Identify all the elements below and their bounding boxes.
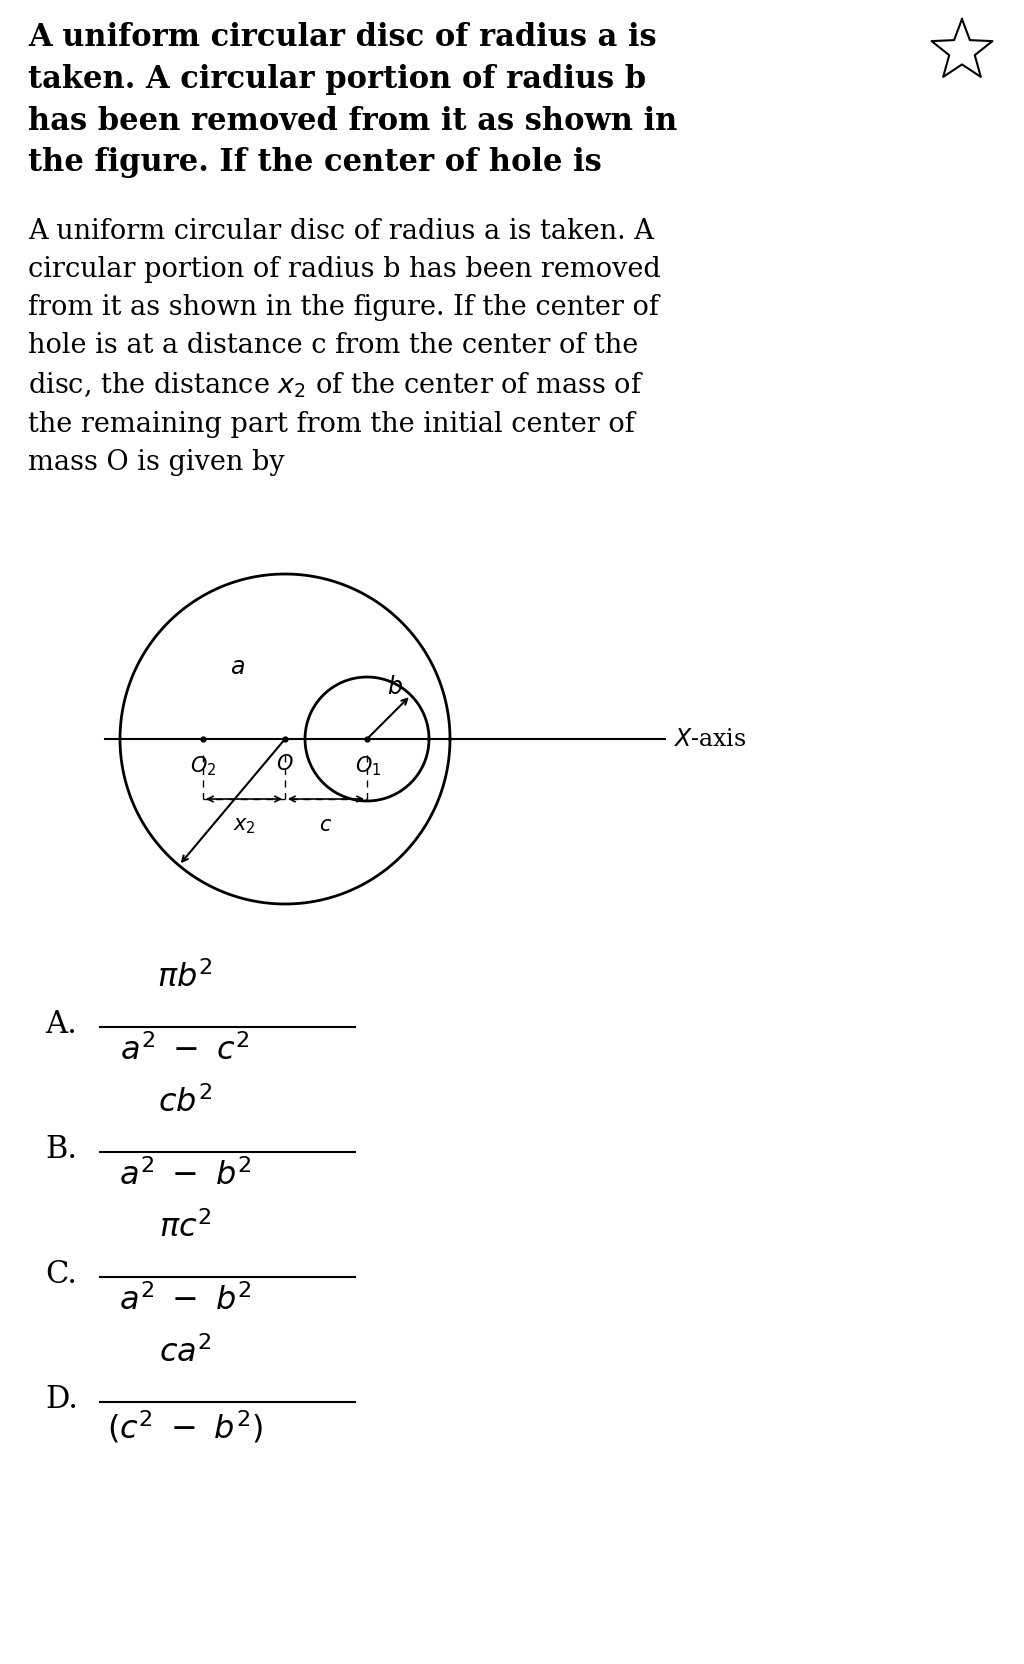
Text: $X$-axis: $X$-axis: [673, 729, 746, 750]
Text: $(c^2\ -\ b^2)$: $(c^2\ -\ b^2)$: [106, 1408, 263, 1444]
Text: $b$: $b$: [387, 676, 402, 699]
Text: $a^2\ -\ c^2$: $a^2\ -\ c^2$: [121, 1033, 250, 1067]
Text: $\pi b^2$: $\pi b^2$: [157, 960, 213, 993]
Text: $c$: $c$: [319, 815, 333, 835]
Text: $ca^2$: $ca^2$: [159, 1336, 211, 1368]
Text: $\pi c^2$: $\pi c^2$: [159, 1211, 211, 1243]
Text: A uniform circular disc of radius a is taken. A
circular portion of radius b has: A uniform circular disc of radius a is t…: [28, 218, 660, 476]
Text: C.: C.: [45, 1258, 77, 1290]
Text: $a^2\ -\ b^2$: $a^2\ -\ b^2$: [119, 1283, 252, 1316]
Text: $a$: $a$: [229, 656, 245, 679]
Text: D.: D.: [45, 1384, 78, 1414]
Text: $cb^2$: $cb^2$: [158, 1085, 212, 1118]
Text: $O_2$: $O_2$: [189, 754, 216, 777]
Text: A.: A.: [45, 1008, 77, 1040]
Text: B.: B.: [45, 1133, 77, 1165]
Text: $x_2$: $x_2$: [232, 815, 255, 835]
Text: A uniform circular disc of radius a is
taken. A circular portion of radius b
has: A uniform circular disc of radius a is t…: [28, 22, 677, 178]
Text: $O$: $O$: [276, 754, 294, 774]
Text: $O_1$: $O_1$: [355, 754, 381, 777]
Text: $a^2\ -\ b^2$: $a^2\ -\ b^2$: [119, 1158, 252, 1191]
